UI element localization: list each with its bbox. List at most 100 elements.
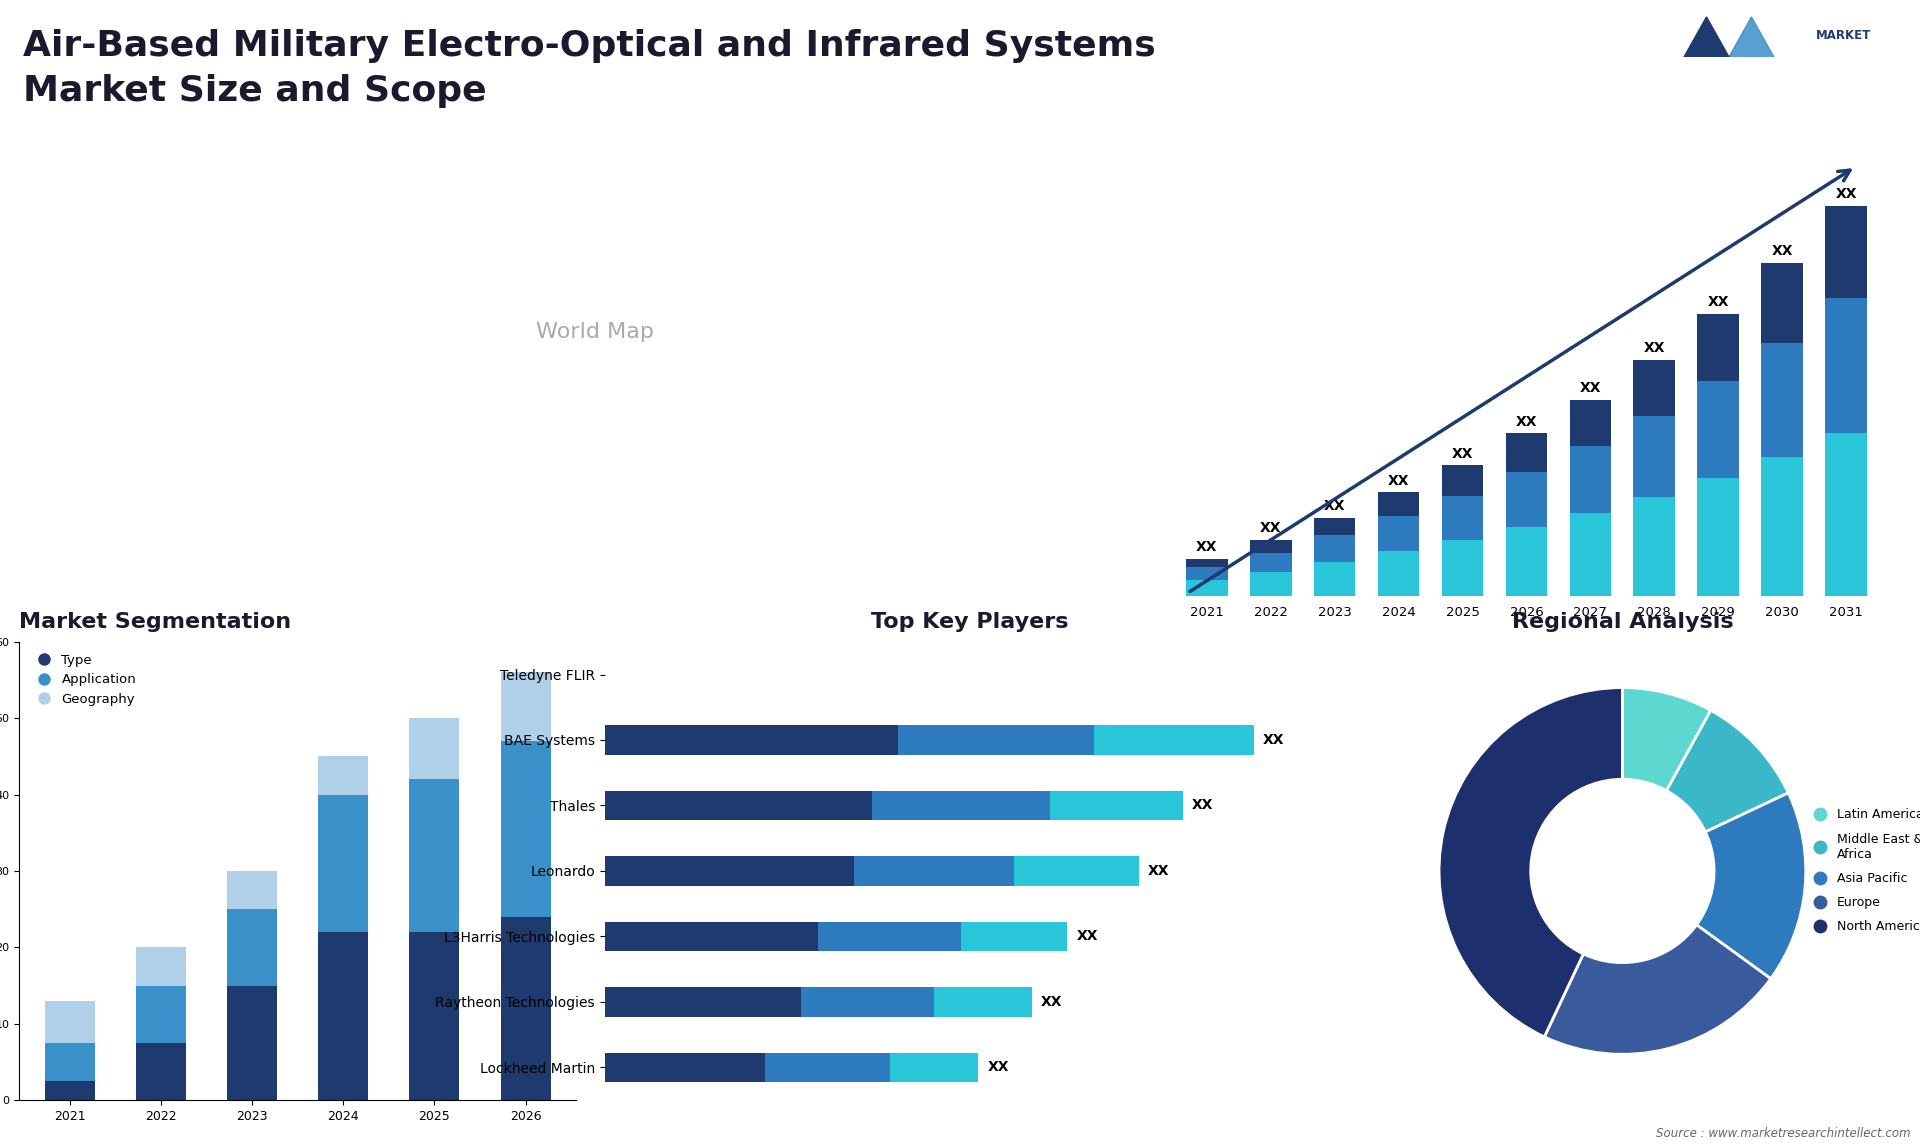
Polygon shape — [1697, 17, 1807, 115]
Bar — [1442, 540, 1484, 596]
Text: Market Size and Scope: Market Size and Scope — [23, 74, 486, 109]
Bar — [801, 987, 933, 1017]
Bar — [1050, 791, 1183, 821]
Text: XX: XX — [1515, 415, 1538, 429]
Bar — [605, 856, 854, 886]
Bar — [899, 725, 1094, 755]
Text: RESEARCH: RESEARCH — [1816, 57, 1887, 70]
Bar — [1505, 433, 1548, 472]
Title: Top Key Players: Top Key Players — [872, 612, 1068, 631]
Bar — [1187, 580, 1227, 596]
Bar — [1187, 567, 1227, 580]
Bar — [1634, 360, 1674, 416]
Polygon shape — [1651, 17, 1761, 115]
Wedge shape — [1667, 711, 1788, 832]
Bar — [136, 986, 186, 1043]
Bar — [605, 791, 872, 821]
Bar — [1442, 465, 1484, 495]
Bar — [1697, 380, 1740, 478]
Bar — [1505, 527, 1548, 596]
Bar — [889, 1053, 979, 1082]
Legend: Type, Application, Geography: Type, Application, Geography — [25, 649, 142, 712]
Bar — [136, 948, 186, 986]
Bar — [1250, 540, 1292, 552]
Bar — [1379, 551, 1419, 596]
Text: XX: XX — [1772, 244, 1793, 258]
Text: XX: XX — [1192, 799, 1213, 813]
Bar — [1442, 495, 1484, 540]
Bar — [1313, 563, 1356, 596]
Bar — [1761, 343, 1803, 457]
Bar — [1569, 513, 1611, 596]
Text: MARKET: MARKET — [1816, 29, 1872, 42]
Text: XX: XX — [1260, 521, 1281, 535]
Bar — [136, 1043, 186, 1100]
Legend: Latin America, Middle East &
Africa, Asia Pacific, Europe, North America: Latin America, Middle East & Africa, Asi… — [1803, 803, 1920, 939]
Bar — [409, 932, 459, 1100]
Bar — [605, 987, 801, 1017]
Bar — [44, 1043, 94, 1081]
Wedge shape — [1440, 688, 1622, 1037]
Bar — [960, 921, 1068, 951]
Text: Air-Based Military Electro-Optical and Infrared Systems: Air-Based Military Electro-Optical and I… — [23, 29, 1156, 63]
Bar — [1697, 314, 1740, 380]
Text: Source : www.marketresearchintellect.com: Source : www.marketresearchintellect.com — [1655, 1128, 1910, 1140]
Bar — [319, 756, 369, 794]
Text: XX: XX — [1580, 382, 1601, 395]
Text: XX: XX — [1148, 864, 1169, 878]
Bar — [1379, 493, 1419, 516]
Bar — [501, 673, 551, 741]
Text: XX: XX — [1263, 733, 1284, 747]
Title: Regional Analysis: Regional Analysis — [1511, 612, 1734, 631]
Bar — [44, 1000, 94, 1043]
Bar — [227, 871, 276, 909]
Text: XX: XX — [987, 1060, 1008, 1075]
Bar — [605, 1053, 764, 1082]
Bar — [1187, 559, 1227, 567]
Bar — [319, 932, 369, 1100]
Bar — [227, 909, 276, 986]
Bar — [1250, 552, 1292, 572]
Text: XX: XX — [1077, 929, 1098, 943]
Bar — [1313, 535, 1356, 563]
Bar — [1826, 205, 1866, 298]
Bar — [854, 856, 1014, 886]
Text: XX: XX — [1644, 342, 1665, 355]
Text: INTELLECT: INTELLECT — [1816, 87, 1878, 97]
Bar — [1697, 478, 1740, 596]
Bar — [818, 921, 960, 951]
Bar — [1313, 518, 1356, 535]
Bar — [227, 986, 276, 1100]
Text: XX: XX — [1452, 447, 1473, 461]
Text: XX: XX — [1196, 541, 1217, 555]
Bar — [1094, 725, 1254, 755]
Bar — [1569, 400, 1611, 446]
Bar — [1761, 457, 1803, 596]
Bar — [1014, 856, 1139, 886]
Bar — [501, 917, 551, 1100]
Bar — [872, 791, 1050, 821]
Bar — [319, 794, 369, 932]
Text: XX: XX — [1325, 499, 1346, 513]
Bar — [1379, 516, 1419, 551]
Bar — [933, 987, 1031, 1017]
Bar — [1250, 572, 1292, 596]
Bar — [1634, 416, 1674, 497]
Text: XX: XX — [1388, 473, 1409, 487]
Wedge shape — [1697, 793, 1805, 979]
Text: World Map: World Map — [536, 322, 655, 343]
Text: XX: XX — [1041, 995, 1062, 1008]
Wedge shape — [1544, 925, 1770, 1054]
Bar — [1634, 497, 1674, 596]
Wedge shape — [1622, 688, 1711, 791]
Bar — [1826, 298, 1866, 433]
Bar — [605, 921, 818, 951]
Bar — [409, 779, 459, 932]
Bar — [1569, 446, 1611, 513]
Bar — [605, 725, 899, 755]
Bar — [1761, 262, 1803, 343]
Text: XX: XX — [1707, 296, 1728, 309]
Text: Market Segmentation: Market Segmentation — [19, 612, 292, 631]
Bar — [764, 1053, 889, 1082]
Bar — [44, 1081, 94, 1100]
